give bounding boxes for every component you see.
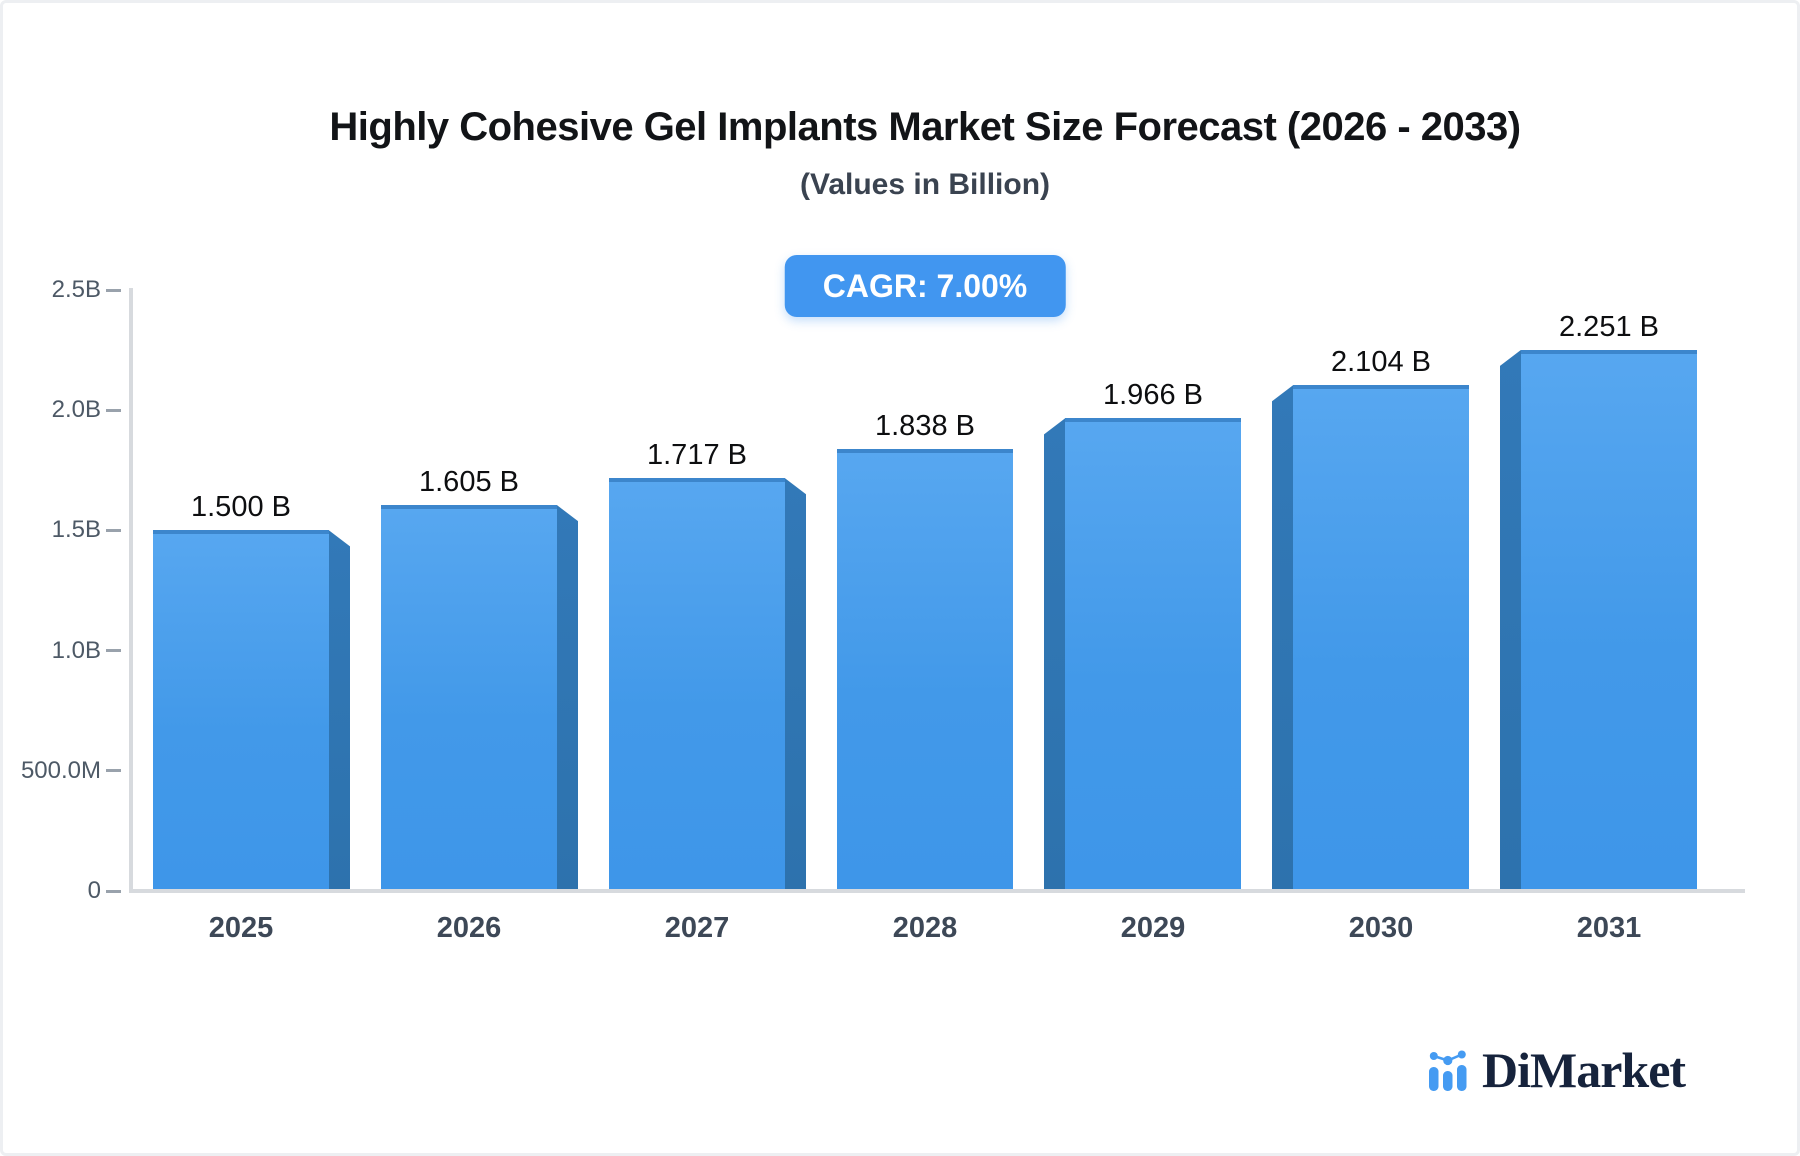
y-tick-label: 2.5B — [51, 276, 101, 303]
y-tick-label: 2.0B — [51, 396, 101, 424]
bar-2029[interactable] — [1065, 418, 1241, 891]
y-axis-line — [129, 288, 133, 893]
y-tick-label: 0 — [87, 877, 101, 904]
bar-2026[interactable] — [381, 505, 557, 891]
y-tick-label: 1.0B — [51, 636, 101, 664]
bar-value-label: 1.966 B — [1103, 379, 1203, 412]
bar-2027-3d-side — [785, 478, 806, 891]
y-tick-mark — [106, 528, 121, 532]
x-axis-label: 2025 — [208, 912, 274, 944]
bar-value-label: 2.104 B — [1331, 346, 1431, 379]
y-tick-mark — [106, 408, 121, 412]
bar-2025-3d-side — [329, 530, 350, 891]
bar-2027[interactable] — [609, 478, 785, 891]
y-tick-label: 500.0M — [20, 756, 101, 784]
bar-2031[interactable] — [1521, 349, 1697, 891]
y-tick-mark — [106, 288, 121, 292]
bar-value-label: 1.717 B — [647, 439, 747, 472]
bar-2029-3d-side — [1044, 418, 1065, 891]
bar-value-label: 1.605 B — [419, 466, 519, 499]
brand-name: DiMarket — [1482, 1042, 1686, 1098]
y-tick-mark — [106, 649, 121, 653]
mini-bar-chart-logo-icon — [1429, 1050, 1467, 1091]
x-axis-label: 2026 — [436, 912, 502, 944]
x-axis-line — [129, 889, 1745, 893]
bar-2030-3d-side — [1272, 385, 1293, 891]
x-axis-label: 2031 — [1576, 912, 1642, 944]
bar-2030[interactable] — [1293, 385, 1469, 891]
brand-logo: DiMarket — [1426, 1042, 1746, 1098]
bar-2028[interactable] — [837, 449, 1013, 891]
bar-value-label: 1.500 B — [191, 491, 291, 524]
x-axis-label: 2030 — [1348, 912, 1414, 944]
cagr-badge: CAGR: 7.00% — [784, 255, 1066, 317]
y-tick-label: 1.5B — [51, 516, 101, 544]
chart-subtitle: (Values in Billion) — [799, 168, 1051, 201]
y-tick-mark — [106, 769, 121, 773]
x-axis-label: 2029 — [1120, 912, 1186, 944]
x-axis-label: 2028 — [892, 912, 958, 944]
bar-value-label: 1.838 B — [875, 410, 975, 443]
bar-value-label: 2.251 B — [1559, 310, 1659, 343]
x-axis-label: 2027 — [664, 912, 730, 944]
plot-area: 2.5B 2.0B 1.5B 1.0B 500.0M 0 1.500 B 2025 1.605 … — [3, 3, 1797, 1153]
chart-title: Highly Cohesive Gel Implants Market Size… — [329, 105, 1521, 149]
bar-2025[interactable] — [153, 530, 329, 891]
bar-2031-3d-side — [1500, 349, 1521, 891]
y-tick-mark — [106, 889, 121, 893]
bar-2026-3d-side — [557, 505, 578, 891]
